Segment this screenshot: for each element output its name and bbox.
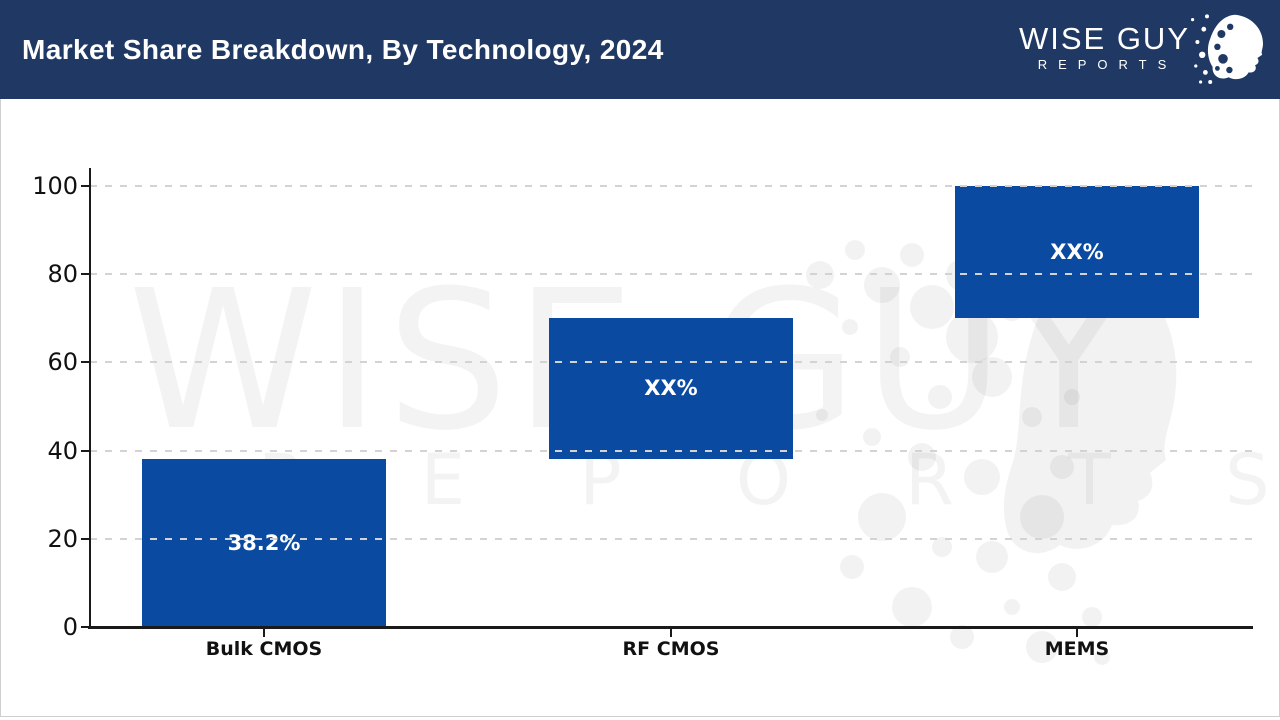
x-tick-mark (1076, 629, 1078, 637)
bar-value-label: 38.2% (227, 530, 301, 555)
gridline-60 (90, 361, 1253, 364)
bar-value-label: XX% (644, 376, 698, 401)
gridline-20 (90, 537, 1253, 540)
gridline-100 (90, 185, 1253, 187)
x-tick-mark (263, 629, 265, 637)
brand-name: WISE GUY (1018, 21, 1190, 56)
bar-bulk-cmos: 38.2% (142, 458, 386, 627)
bar-rf-cmos: XX% (549, 318, 793, 459)
y-tick-label: 60 (47, 348, 78, 377)
brand-subtitle: REPORTS (1037, 57, 1178, 72)
brand-logo: WISE GUY REPORTS (972, 6, 1272, 94)
y-tick-mark (81, 626, 90, 628)
brand-logo-text: WISE GUY REPORTS (1019, 22, 1190, 74)
x-tick-mark (670, 629, 672, 637)
brand-face-icon (1191, 14, 1263, 84)
y-axis-spine (89, 168, 91, 628)
page-title: Market Share Breakdown, By Technology, 2… (22, 33, 664, 65)
x-category-label: RF CMOS (622, 638, 720, 660)
y-tick-mark (81, 273, 90, 276)
y-tick-label: 80 (47, 260, 78, 289)
y-tick-mark (81, 449, 90, 452)
y-tick-label: 40 (47, 436, 78, 465)
bar-value-label: XX% (1050, 240, 1104, 265)
gridline-40 (90, 449, 1253, 452)
gridline-80 (90, 273, 1253, 276)
y-tick-label: 0 (62, 613, 78, 641)
header-bar: Market Share Breakdown, By Technology, 2… (0, 0, 1280, 99)
bar-mems: XX% (955, 186, 1199, 319)
y-tick-mark (81, 185, 90, 187)
y-tick-mark (81, 537, 90, 540)
x-category-label: Bulk CMOS (205, 638, 323, 660)
y-tick-label: 100 (32, 172, 78, 200)
y-tick-label: 20 (47, 524, 78, 553)
x-axis-spine (88, 626, 1253, 629)
y-tick-mark (81, 361, 90, 364)
x-category-label: MEMS (1044, 638, 1110, 660)
